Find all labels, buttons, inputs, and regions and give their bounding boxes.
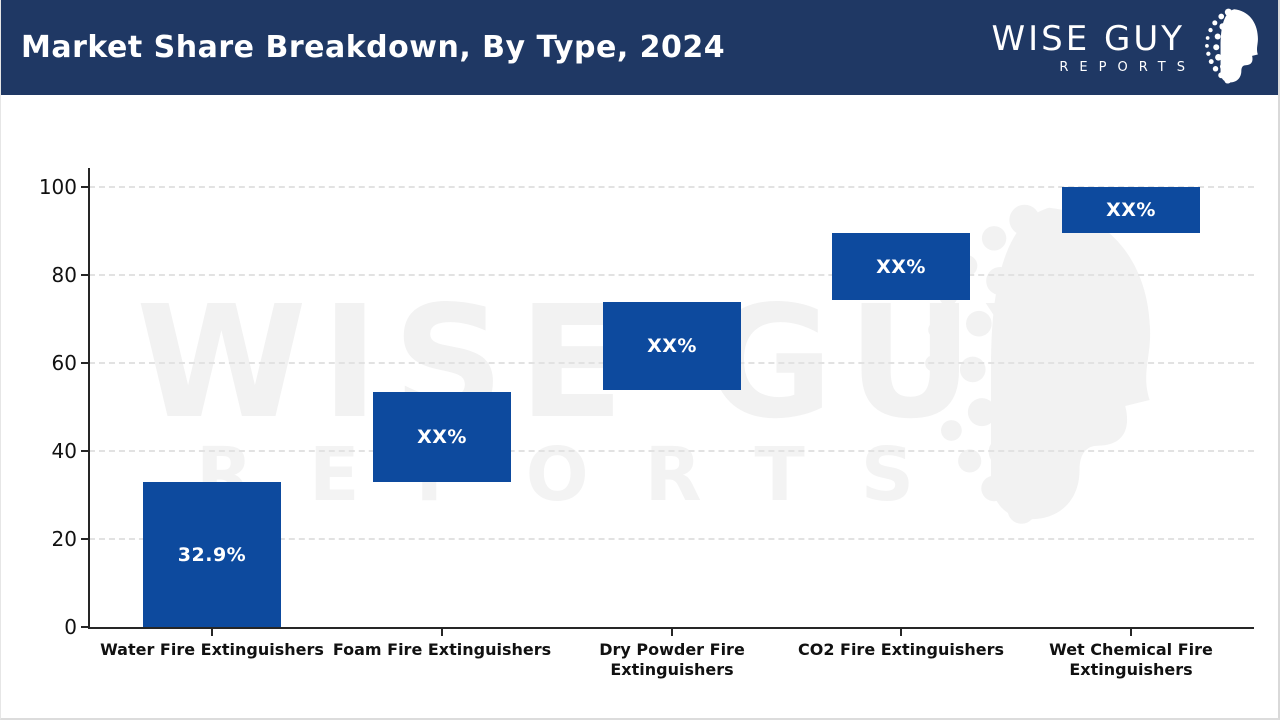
- gridline-40: [89, 450, 1254, 452]
- x-tick-1: [211, 629, 213, 636]
- logo-wiseguy-text: WISE GUY: [991, 18, 1185, 59]
- y-tick-label-80: 80: [51, 263, 77, 287]
- logo-text: WISE GUY REPORTS: [991, 21, 1185, 75]
- wiseguy-logo: WISE GUY REPORTS: [991, 5, 1263, 91]
- bar-value-label-3: XX%: [647, 334, 697, 357]
- bar-value-label-4: XX%: [876, 255, 926, 278]
- category-label-4: CO2 Fire Extinguishers: [797, 640, 1005, 659]
- gridline-80: [89, 274, 1254, 276]
- y-tick-label-100: 100: [38, 175, 77, 199]
- y-tick-label-20: 20: [51, 527, 77, 551]
- y-tick-label-0: 0: [64, 615, 77, 639]
- gridline-20: [89, 538, 1254, 540]
- bar-4: XX%: [832, 233, 970, 301]
- y-tick-100: [81, 186, 89, 188]
- x-tick-2: [441, 629, 443, 636]
- x-tick-3: [671, 629, 673, 636]
- bar-1: 32.9%: [143, 482, 281, 627]
- y-axis-line: [88, 168, 90, 629]
- y-tick-60: [81, 362, 89, 364]
- x-tick-4: [900, 629, 902, 636]
- x-tick-5: [1130, 629, 1132, 636]
- bar-value-label-1: 32.9%: [177, 543, 247, 566]
- chart-title: Market Share Breakdown, By Type, 2024: [21, 30, 726, 65]
- category-label-5: Wet Chemical Fire Extinguishers: [1049, 640, 1213, 679]
- category-label-1: Water Fire Extinguishers: [100, 640, 324, 659]
- y-tick-0: [81, 626, 89, 628]
- y-tick-label-60: 60: [51, 351, 77, 375]
- x-axis-line: [88, 627, 1254, 629]
- y-tick-label-40: 40: [51, 439, 77, 463]
- bar-3: XX%: [603, 301, 741, 390]
- bar-value-label-2: XX%: [417, 425, 467, 448]
- logo-reports-text: REPORTS: [1059, 59, 1196, 75]
- gridline-100: [89, 186, 1254, 188]
- watermark-reports-text: REPORTS: [196, 432, 971, 518]
- y-tick-40: [81, 450, 89, 452]
- category-label-3: Dry Powder Fire Extinguishers: [599, 640, 745, 679]
- y-tick-20: [81, 538, 89, 540]
- bar-2: XX%: [373, 391, 511, 483]
- bar-value-label-5: XX%: [1106, 199, 1156, 222]
- y-tick-80: [81, 274, 89, 276]
- header-bar: Market Share Breakdown, By Type, 2024 WI…: [1, 0, 1278, 95]
- logo-face-icon: [1205, 8, 1258, 84]
- bar-5: XX%: [1062, 187, 1200, 234]
- category-label-2: Foam Fire Extinguishers: [332, 640, 552, 659]
